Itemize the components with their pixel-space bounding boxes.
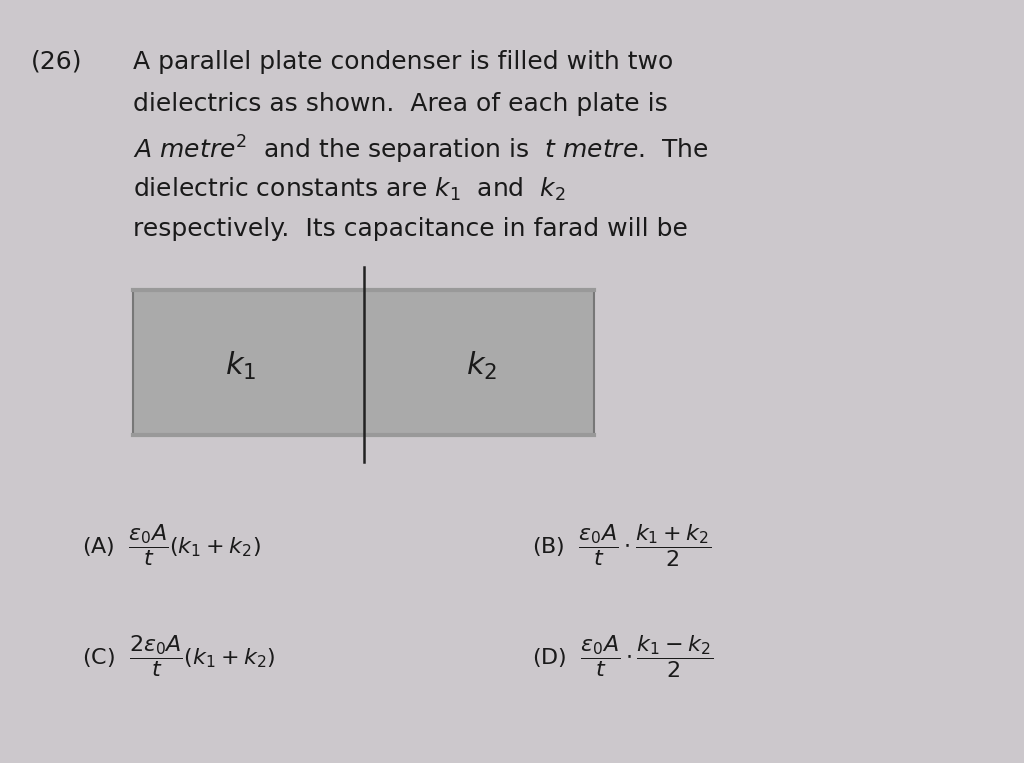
Text: respectively.  Its capacitance in farad will be: respectively. Its capacitance in farad w… bbox=[133, 217, 688, 241]
Text: $k_2$: $k_2$ bbox=[466, 350, 497, 382]
Text: A parallel plate condenser is filled with two: A parallel plate condenser is filled wit… bbox=[133, 50, 674, 73]
Text: (B)  $\dfrac{\varepsilon_0 A}{t} \cdot \dfrac{k_1+k_2}{2}$: (B) $\dfrac{\varepsilon_0 A}{t} \cdot \d… bbox=[532, 523, 712, 569]
Text: (D)  $\dfrac{\varepsilon_0 A}{t} \cdot \dfrac{k_1-k_2}{2}$: (D) $\dfrac{\varepsilon_0 A}{t} \cdot \d… bbox=[532, 633, 714, 680]
Text: (C)  $\dfrac{2\varepsilon_0 A}{t}(k_1 + k_2)$: (C) $\dfrac{2\varepsilon_0 A}{t}(k_1 + k… bbox=[82, 633, 275, 679]
Text: dielectrics as shown.  Area of each plate is: dielectrics as shown. Area of each plate… bbox=[133, 92, 668, 115]
Text: (26): (26) bbox=[31, 50, 82, 73]
Text: $k_1$: $k_1$ bbox=[225, 350, 256, 382]
Text: dielectric constants are $k_1$  and  $k_2$: dielectric constants are $k_1$ and $k_2$ bbox=[133, 175, 565, 203]
Text: $A\ \mathit{metre}^2$  and the separation is  $\mathit{t\ metre}$.  The: $A\ \mathit{metre}^2$ and the separation… bbox=[133, 134, 709, 166]
Text: (A)  $\dfrac{\varepsilon_0 A}{t}(k_1 + k_2)$: (A) $\dfrac{\varepsilon_0 A}{t}(k_1 + k_… bbox=[82, 523, 261, 568]
Bar bbox=[133, 290, 594, 435]
